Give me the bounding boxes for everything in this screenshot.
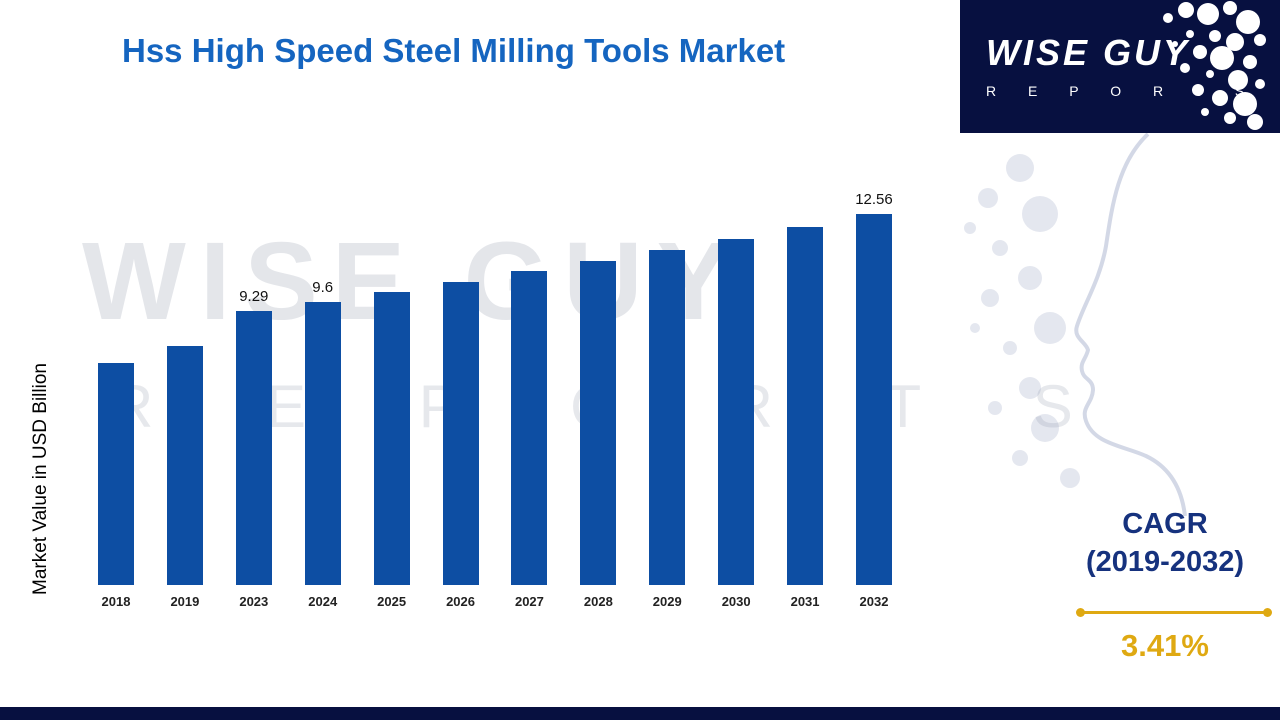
x-tick-label: 2027 xyxy=(514,594,544,609)
cagr-label-line2: (2019-2032) xyxy=(1086,546,1244,579)
x-tick-label: 2028 xyxy=(583,594,613,609)
bar-value-label: 12.56 xyxy=(855,191,893,208)
bar-value-label: 9.6 xyxy=(312,279,334,296)
x-tick-label: 2029 xyxy=(652,594,682,609)
bar xyxy=(235,311,272,585)
bar xyxy=(787,227,824,585)
bar xyxy=(580,261,617,585)
x-tick-label: 2024 xyxy=(308,594,338,609)
bar-value-label: 9.29 xyxy=(239,288,269,305)
cagr-label: CAGR (2019-2032) xyxy=(1050,505,1280,582)
divider-dot-right xyxy=(1263,608,1272,617)
logo-wordmark: WISE GUY xyxy=(986,32,1191,73)
cagr-label-line1: CAGR xyxy=(1122,508,1208,540)
bar xyxy=(166,346,203,585)
wise-guy-reports-logo: WISE GUY R E P O R T S xyxy=(986,32,1258,99)
bar xyxy=(511,271,548,585)
face-profile-watermark-icon xyxy=(964,132,1187,517)
bar-group: 2025 xyxy=(361,175,423,610)
bar xyxy=(649,250,686,585)
brand-panel: WISE GUY R E P O R T S xyxy=(960,0,1280,133)
logo-face-dots-icon xyxy=(1163,1,1266,130)
bar-group: 2018 xyxy=(85,175,147,610)
bar-chart: 2018 2019 9.29 2023 9.6 2024 2025 2026 2027 2028 2… xyxy=(85,175,905,610)
bar-group: 9.6 2024 xyxy=(292,175,354,610)
bar-group: 9.29 2023 xyxy=(223,175,285,610)
bar-group: 2027 xyxy=(498,175,560,610)
bar xyxy=(373,292,410,585)
x-tick-label: 2026 xyxy=(446,594,475,609)
x-tick-label: 2018 xyxy=(101,594,131,609)
bar-group: 2029 xyxy=(636,175,698,610)
page-title: Hss High Speed Steel Milling Tools Marke… xyxy=(122,32,786,69)
x-tick-label: 2019 xyxy=(170,594,200,609)
bar xyxy=(718,239,755,585)
bar-group: 2030 xyxy=(705,175,767,610)
bar xyxy=(855,214,892,585)
y-axis-title: Market Value in USD Billion xyxy=(30,363,51,595)
bar-group: 12.56 2032 xyxy=(843,175,905,610)
bar xyxy=(304,302,341,585)
x-tick-label: 2030 xyxy=(721,594,751,609)
x-tick-label: 2025 xyxy=(377,594,407,609)
cagr-value: 3.41% xyxy=(1121,628,1209,663)
x-tick-label: 2032 xyxy=(859,594,889,609)
bar xyxy=(98,363,134,585)
divider-dot-left xyxy=(1076,608,1085,617)
bar xyxy=(442,282,479,585)
footer-bar xyxy=(0,707,1280,720)
bar-group: 2026 xyxy=(430,175,492,610)
bar-group: 2031 xyxy=(774,175,836,610)
bar-group: 2028 xyxy=(567,175,629,610)
logo-subtext: R E P O R T S xyxy=(986,83,1259,99)
x-tick-label: 2023 xyxy=(239,594,269,609)
bar-group: 2019 xyxy=(154,175,216,610)
x-tick-label: 2031 xyxy=(790,594,820,609)
cagr-divider-line xyxy=(1076,608,1272,617)
